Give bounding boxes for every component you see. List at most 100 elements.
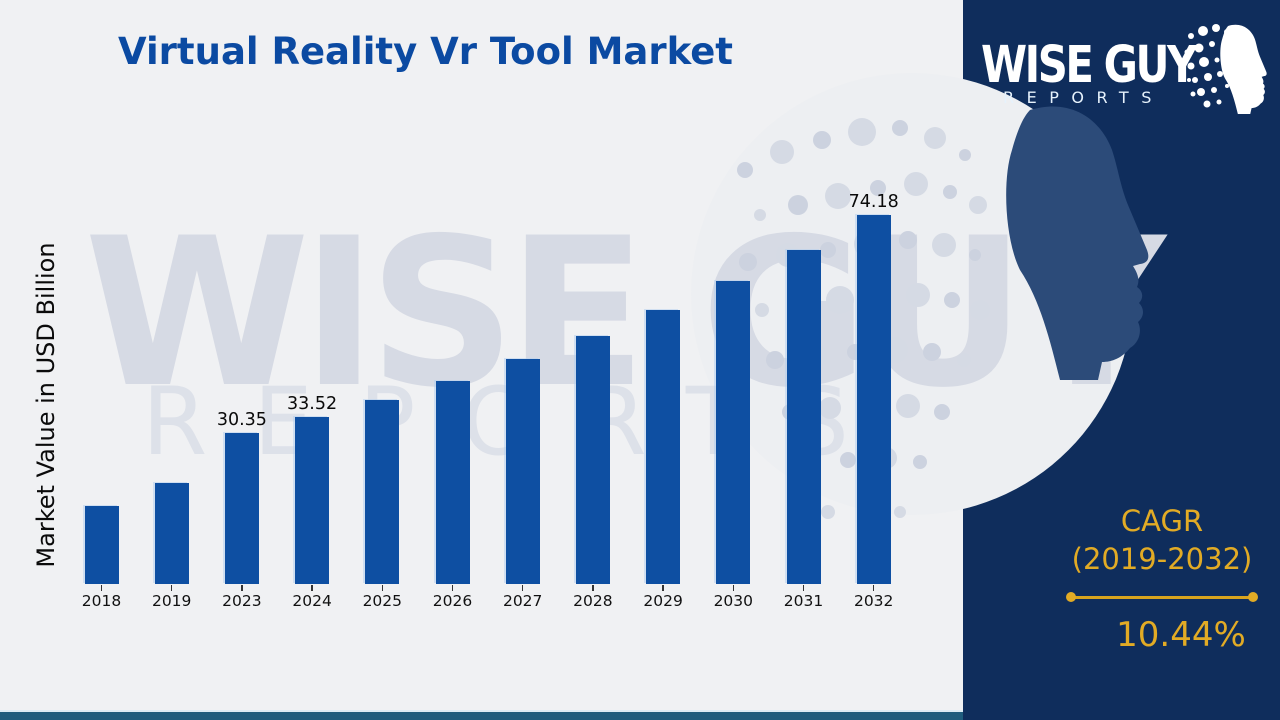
y-axis-label: Market Value in USD Billion (32, 242, 60, 568)
x-axis-tick (100, 585, 103, 591)
watermark-dot (894, 506, 906, 518)
watermark-dot (848, 118, 876, 146)
x-tick-label: 2030 (713, 592, 754, 610)
logo-dot (1187, 62, 1195, 70)
bar-2018 (84, 506, 119, 584)
x-tick-label: 2029 (643, 592, 683, 610)
watermark-dot (896, 394, 920, 418)
watermark-dot (826, 286, 854, 314)
watermark-dot (820, 242, 836, 258)
logo-dot (1212, 24, 1220, 32)
watermark-dot (924, 127, 946, 149)
x-tick-label: 2026 (432, 592, 473, 610)
watermark-dot (821, 505, 835, 519)
watermark-dot (932, 233, 956, 257)
watermark-dot (969, 196, 987, 214)
cagr-value: 10.44% (1116, 614, 1246, 655)
watermark-dot (892, 120, 908, 136)
bar-2024 (295, 417, 330, 584)
watermark-dot (739, 253, 757, 271)
watermark-dot (788, 195, 808, 215)
logo-wordmark: WISE GUY (981, 36, 1197, 95)
watermark-dot (970, 300, 990, 320)
logo-dot (1203, 100, 1211, 108)
watermark-dot (943, 185, 957, 199)
watermark-dot (944, 292, 960, 308)
watermark-dot (755, 303, 769, 317)
divider-dot-right (1248, 592, 1258, 603)
cagr-label: CAGR (1120, 504, 1204, 538)
logo-dot (1192, 77, 1198, 83)
watermark-dot (923, 343, 941, 361)
logo-dot (1225, 84, 1229, 88)
logo-dot (1184, 49, 1190, 55)
cagr-range: (2019-2032) (1071, 541, 1253, 576)
bar-2028 (575, 336, 610, 584)
watermark-dot (737, 162, 753, 178)
x-tick-label: 2027 (502, 592, 543, 610)
logo-dot (1209, 41, 1215, 47)
watermark-dot (913, 455, 927, 469)
divider-dot-left (1066, 592, 1076, 603)
x-axis-tick (521, 585, 524, 591)
bar-2023 (224, 433, 259, 584)
bar-2025 (365, 400, 400, 584)
cagr-divider (1066, 592, 1258, 603)
bar-2031 (786, 250, 821, 584)
watermark-dot (934, 404, 950, 420)
logo-dot (1214, 57, 1220, 63)
watermark-dot (899, 231, 917, 249)
x-axis-tick (311, 585, 313, 591)
bar-value-label: 30.35 (216, 410, 267, 430)
bar-2027 (505, 359, 540, 584)
logo-dot (1194, 43, 1204, 53)
x-tick-label: 2024 (292, 592, 332, 610)
x-axis-tick (872, 585, 875, 591)
logo-dot (1187, 78, 1191, 82)
watermark-dot (770, 140, 794, 164)
x-tick-label: 2019 (151, 592, 192, 610)
x-tick-label: 2025 (362, 592, 403, 610)
watermark-dot (969, 249, 981, 261)
bar-value-label: 74.18 (848, 192, 899, 212)
logo-dot (1188, 33, 1194, 39)
x-axis-tick (381, 585, 384, 591)
bar-2026 (435, 381, 470, 584)
x-axis-tick (732, 585, 735, 591)
x-axis-tick (451, 585, 454, 591)
bar-value-label: 33.52 (287, 394, 338, 414)
face-profile-silhouette (1006, 106, 1149, 380)
watermark-dot (766, 351, 784, 369)
logo-reports-text: REPORTS (1003, 88, 1164, 107)
watermark-dot (825, 183, 851, 209)
logo-dot (1216, 99, 1222, 105)
x-axis-tick (802, 585, 805, 591)
x-tick-label: 2018 (81, 592, 122, 610)
bar-2030 (716, 281, 751, 584)
watermark-dot (840, 452, 856, 468)
x-axis-tick (241, 585, 243, 591)
watermark-dot (870, 180, 886, 196)
watermark-dot (813, 131, 831, 149)
logo-dot (1217, 71, 1223, 77)
watermark-dot (819, 397, 841, 419)
x-axis-tick (592, 585, 594, 591)
logo-dot (1199, 57, 1209, 67)
page-title: Virtual Reality Vr Tool Market (118, 30, 733, 73)
x-axis-tick (662, 585, 664, 591)
logo-dot (1211, 87, 1217, 93)
bottom-accent-line (0, 710, 963, 712)
logo-dot (1204, 73, 1212, 81)
bar-2032 (856, 215, 891, 584)
watermark-dot (906, 283, 930, 307)
x-tick-label: 2023 (222, 592, 262, 610)
watermark-dot (959, 149, 971, 161)
logo-dot (1197, 88, 1205, 96)
cagr-callout: CAGR (2019-2032) 10.44% (1032, 504, 1280, 655)
logo-dot (1190, 91, 1196, 97)
logo-dot (1198, 26, 1208, 36)
watermark-dot (904, 172, 928, 196)
bottom-teal-strip (0, 712, 963, 720)
